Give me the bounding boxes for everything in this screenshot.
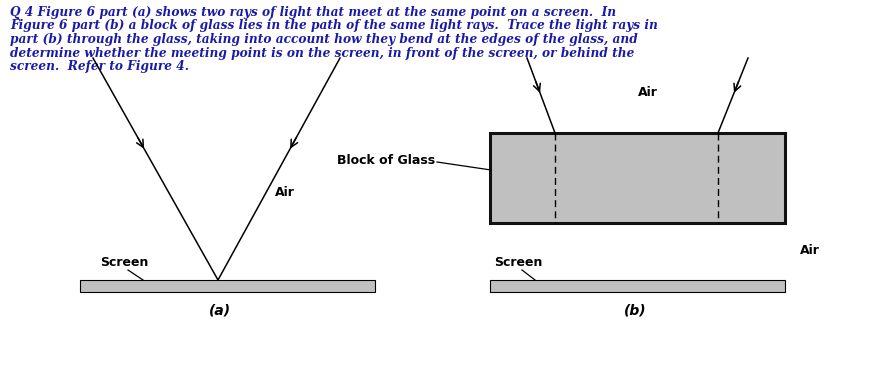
Text: Block of Glass: Block of Glass: [337, 154, 435, 166]
Text: part (b) through the glass, taking into account how they bend at the edges of th: part (b) through the glass, taking into …: [10, 33, 638, 46]
Text: Air: Air: [800, 244, 820, 256]
Bar: [490, 133, 785, 223]
Text: Q 4 Figure 6 part (a) shows two rays of light that meet at the same point on a s: Q 4 Figure 6 part (a) shows two rays of …: [10, 6, 616, 19]
Bar: [80, 280, 375, 292]
Text: screen.  Refer to Figure 4.: screen. Refer to Figure 4.: [10, 60, 189, 73]
Text: (a): (a): [209, 303, 231, 317]
Text: Screen: Screen: [494, 256, 542, 269]
Text: Screen: Screen: [100, 256, 149, 269]
Text: Air: Air: [638, 87, 658, 99]
Text: determine whether the meeting point is on the screen, in front of the screen, or: determine whether the meeting point is o…: [10, 47, 634, 59]
Text: Air: Air: [275, 187, 295, 199]
Text: Figure 6 part (b) a block of glass lies in the path of the same light rays.  Tra: Figure 6 part (b) a block of glass lies …: [10, 19, 658, 33]
Bar: [490, 280, 785, 292]
Text: (b): (b): [624, 303, 647, 317]
